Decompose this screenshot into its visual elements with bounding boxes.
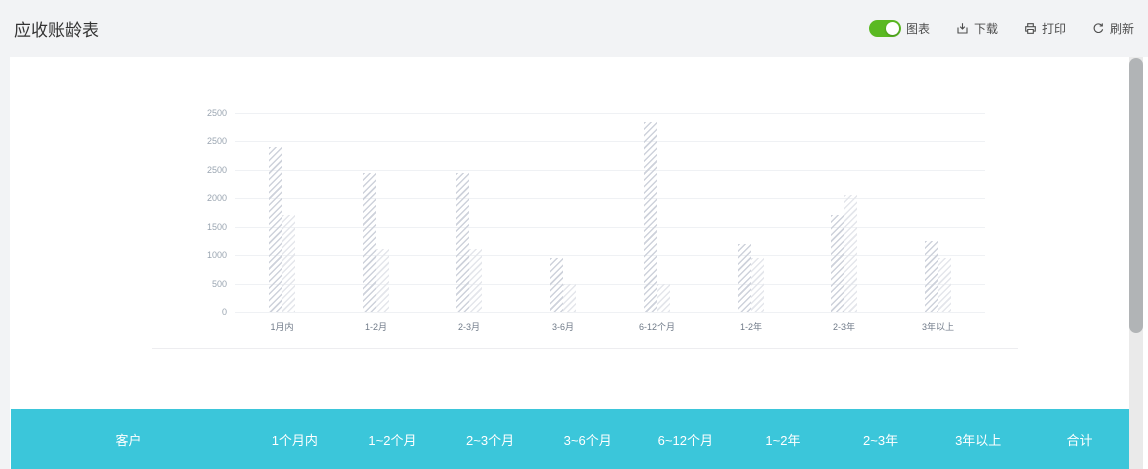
refresh-label: 刷新 <box>1109 22 1134 36</box>
gridline <box>235 113 985 114</box>
toolbar: 图表 下载 打印 刷新 <box>868 20 1134 37</box>
y-tick-label: 2000 <box>206 193 227 203</box>
y-tick-label: 1500 <box>206 222 227 232</box>
bar-series-2-6-12个月 <box>657 284 670 312</box>
gridline <box>235 284 985 285</box>
vertical-scrollbar-thumb[interactable] <box>1129 58 1143 333</box>
header-cell-2-3-months: 2~3个月 <box>466 432 515 448</box>
refresh-icon <box>1092 22 1105 35</box>
bar-series-1-1月内 <box>269 147 282 312</box>
bar-series-1-2-3年 <box>831 215 844 312</box>
bar-series-1-2-3月 <box>456 173 469 312</box>
bar-series-2-3年以上 <box>938 258 951 312</box>
y-tick-label: 2500 <box>206 165 227 175</box>
content-card: 2500 2500 2500 2000 1500 1000 500 0 1月内 1-2月 2-3月 3… <box>10 57 1148 469</box>
bar-series-2-1-2月 <box>376 249 389 312</box>
chart-toggle-group: 图表 <box>868 20 930 37</box>
y-tick-label: 0 <box>221 307 227 317</box>
x-axis-label: 1月内 <box>270 322 294 332</box>
download-label: 下载 <box>973 22 998 36</box>
header-cell-over-3-years: 3年以上 <box>955 432 1002 448</box>
page-header: 应收账龄表 图表 下载 打印 刷新 <box>0 0 1148 57</box>
bar-series-2-2-3月 <box>469 249 482 312</box>
header-cell-1-2-years: 1~2年 <box>765 432 801 448</box>
print-button[interactable]: 打印 <box>1024 20 1066 37</box>
x-axis-label: 1-2月 <box>364 322 388 332</box>
chart-toggle[interactable] <box>868 20 901 37</box>
bar-series-1-1-2月 <box>363 173 376 312</box>
bar-series-1-6-12个月 <box>644 122 657 312</box>
print-label: 打印 <box>1041 22 1066 36</box>
gridline <box>235 227 985 228</box>
bar-series-1-1-2年 <box>738 244 751 312</box>
x-axis-label: 3-6月 <box>551 322 575 332</box>
download-icon <box>956 22 969 35</box>
header-cell-1-2-months: 1~2个月 <box>368 432 417 448</box>
bar-series-2-2-3年 <box>844 195 857 312</box>
y-tick-label: 500 <box>211 279 227 289</box>
header-cell-within-1-month: 1个月内 <box>271 432 318 448</box>
y-tick-label: 1000 <box>206 250 227 260</box>
header-cell-2-3-years: 2~3年 <box>863 432 899 448</box>
x-axis-label: 6-12个月 <box>638 322 676 332</box>
bar-series-2-1-2年 <box>751 258 764 312</box>
chart-bottom-divider <box>152 348 1018 349</box>
header-cell-3-6-months: 3~6个月 <box>563 432 612 448</box>
header-cell-customer: 客户 <box>115 432 142 448</box>
vertical-scrollbar-track[interactable] <box>1129 57 1143 469</box>
bar-series-1-3年以上 <box>925 241 938 312</box>
header-cell-6-12-months: 6~12个月 <box>657 432 713 448</box>
y-tick-label: 2500 <box>206 108 227 118</box>
print-icon <box>1024 22 1037 35</box>
x-axis-label: 2-3年 <box>832 322 856 332</box>
bar-series-1-3-6月 <box>550 258 563 312</box>
x-axis-label: 1-2年 <box>739 322 763 332</box>
table-header-row: 客户 1个月内 1~2个月 2~3个月 3~6个月 6~12个月 1~2年 2~… <box>11 409 1132 469</box>
gridline <box>235 255 985 256</box>
header-cell-total: 合计 <box>1066 432 1093 448</box>
gridline <box>235 141 985 142</box>
page-title: 应收账龄表 <box>14 21 99 40</box>
bar-series-2-1月内 <box>282 215 295 312</box>
x-axis-label: 2-3月 <box>457 322 481 332</box>
gridline <box>235 312 985 313</box>
bar-series-2-3-6月 <box>563 284 576 312</box>
x-axis-label: 3年以上 <box>921 322 955 332</box>
y-tick-label: 2500 <box>206 136 227 146</box>
gridline <box>235 198 985 199</box>
refresh-button[interactable]: 刷新 <box>1092 20 1134 37</box>
toggle-knob <box>885 22 899 35</box>
aging-bar-chart: 2500 2500 2500 2000 1500 1000 500 0 1月内 1-2月 2-3月 3… <box>207 108 985 332</box>
download-button[interactable]: 下载 <box>956 20 998 37</box>
chart-toggle-label: 图表 <box>905 22 930 36</box>
gridline <box>235 170 985 171</box>
